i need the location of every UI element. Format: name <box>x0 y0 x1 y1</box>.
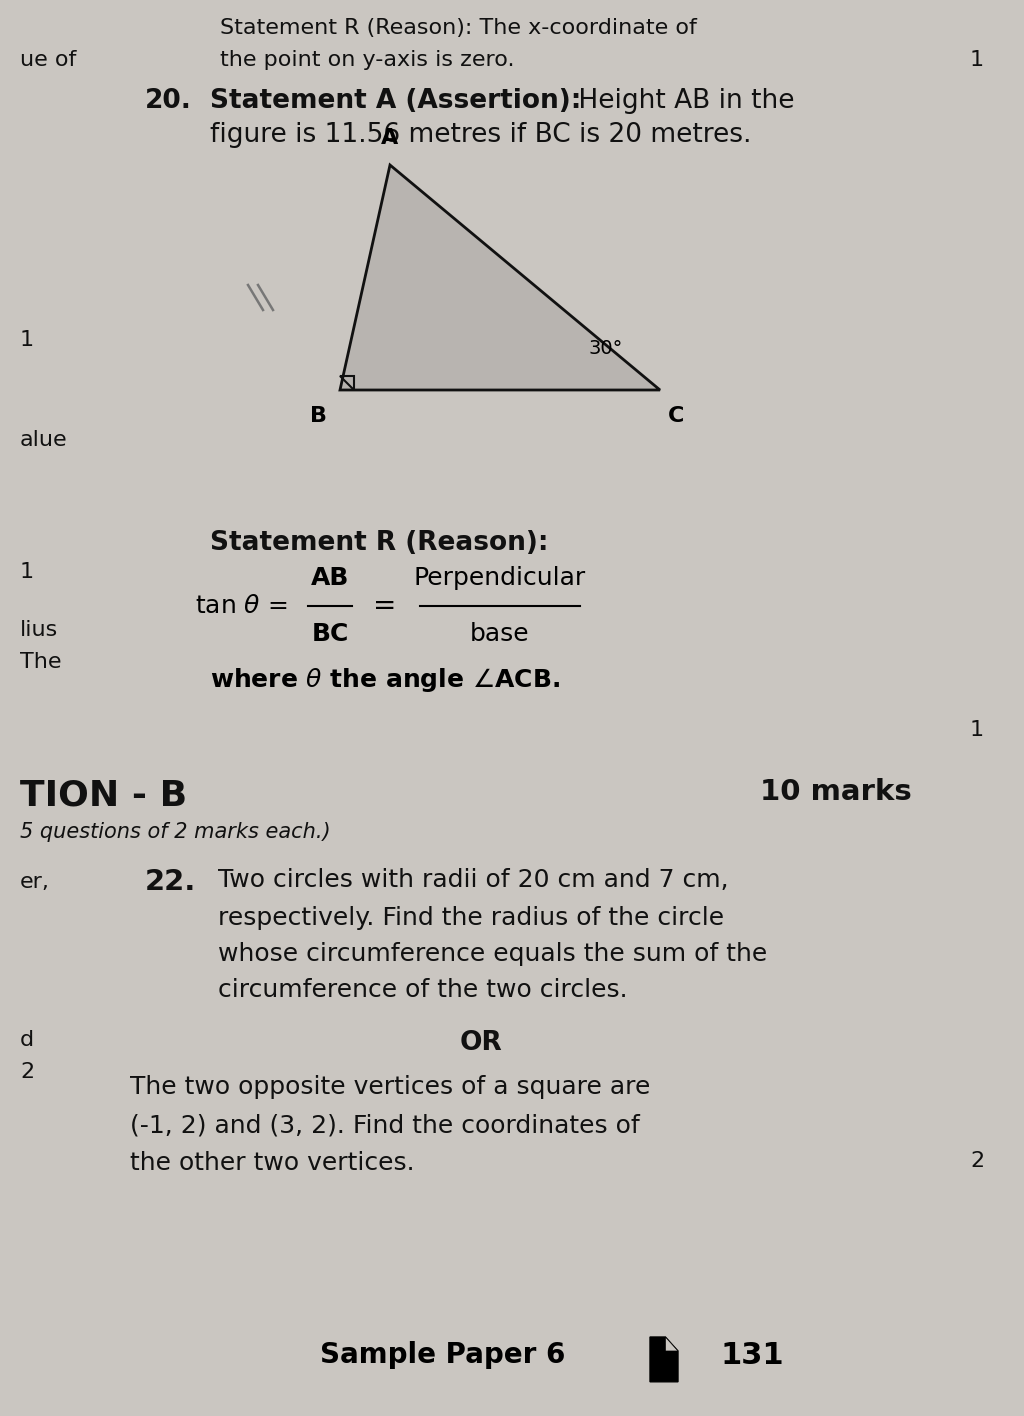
Text: lius: lius <box>20 620 58 640</box>
Text: base: base <box>470 622 529 646</box>
Text: the point on y-axis is zero.: the point on y-axis is zero. <box>220 50 514 69</box>
Text: 1: 1 <box>970 50 984 69</box>
Text: 2: 2 <box>20 1062 34 1082</box>
Text: 5 questions of 2 marks each.): 5 questions of 2 marks each.) <box>20 823 331 843</box>
Text: d: d <box>20 1029 34 1051</box>
Text: The: The <box>20 651 61 673</box>
Text: tan $\theta$ =: tan $\theta$ = <box>195 593 288 617</box>
Text: 10 marks: 10 marks <box>760 777 911 806</box>
Text: 2: 2 <box>970 1151 984 1171</box>
Text: Statement R (Reason): The x-coordinate of: Statement R (Reason): The x-coordinate o… <box>220 18 697 38</box>
Text: ue of: ue of <box>20 50 77 69</box>
Text: the other two vertices.: the other two vertices. <box>130 1151 415 1175</box>
Polygon shape <box>666 1337 678 1351</box>
Text: A: A <box>381 127 398 149</box>
Text: circumference of the two circles.: circumference of the two circles. <box>218 978 628 1003</box>
Text: Statement R (Reason):: Statement R (Reason): <box>210 530 549 556</box>
Text: BC: BC <box>311 622 349 646</box>
Text: (-1, 2) and (3, 2). Find the coordinates of: (-1, 2) and (3, 2). Find the coordinates… <box>130 1113 640 1137</box>
Text: Sample Paper 6: Sample Paper 6 <box>319 1341 565 1369</box>
Text: =: = <box>374 592 396 620</box>
Text: alue: alue <box>20 430 68 450</box>
Text: figure is 11.56 metres if BC is 20 metres.: figure is 11.56 metres if BC is 20 metre… <box>210 122 752 149</box>
Text: C: C <box>668 406 684 426</box>
Text: OR: OR <box>460 1029 503 1056</box>
Text: B: B <box>309 406 327 426</box>
Text: The two opposite vertices of a square are: The two opposite vertices of a square ar… <box>130 1075 650 1099</box>
Text: Height AB in the: Height AB in the <box>570 88 795 115</box>
Text: where $\theta$ the angle $\angle$ACB.: where $\theta$ the angle $\angle$ACB. <box>210 666 560 694</box>
Text: 20.: 20. <box>145 88 191 115</box>
Text: 22.: 22. <box>145 868 197 896</box>
Text: 1: 1 <box>970 719 984 741</box>
Text: whose circumference equals the sum of the: whose circumference equals the sum of th… <box>218 942 767 966</box>
Text: TION - B: TION - B <box>20 777 187 811</box>
Text: er,: er, <box>20 872 50 892</box>
Text: 30°: 30° <box>588 338 623 358</box>
Polygon shape <box>650 1337 678 1382</box>
Text: 1: 1 <box>20 562 34 582</box>
Text: 1: 1 <box>20 330 34 350</box>
Text: Two circles with radii of 20 cm and 7 cm,: Two circles with radii of 20 cm and 7 cm… <box>218 868 729 892</box>
Text: 131: 131 <box>720 1341 783 1369</box>
Text: Statement A (Assertion):: Statement A (Assertion): <box>210 88 582 115</box>
Text: AB: AB <box>311 566 349 590</box>
Polygon shape <box>340 166 660 389</box>
Text: Perpendicular: Perpendicular <box>414 566 586 590</box>
Text: respectively. Find the radius of the circle: respectively. Find the radius of the cir… <box>218 906 724 930</box>
